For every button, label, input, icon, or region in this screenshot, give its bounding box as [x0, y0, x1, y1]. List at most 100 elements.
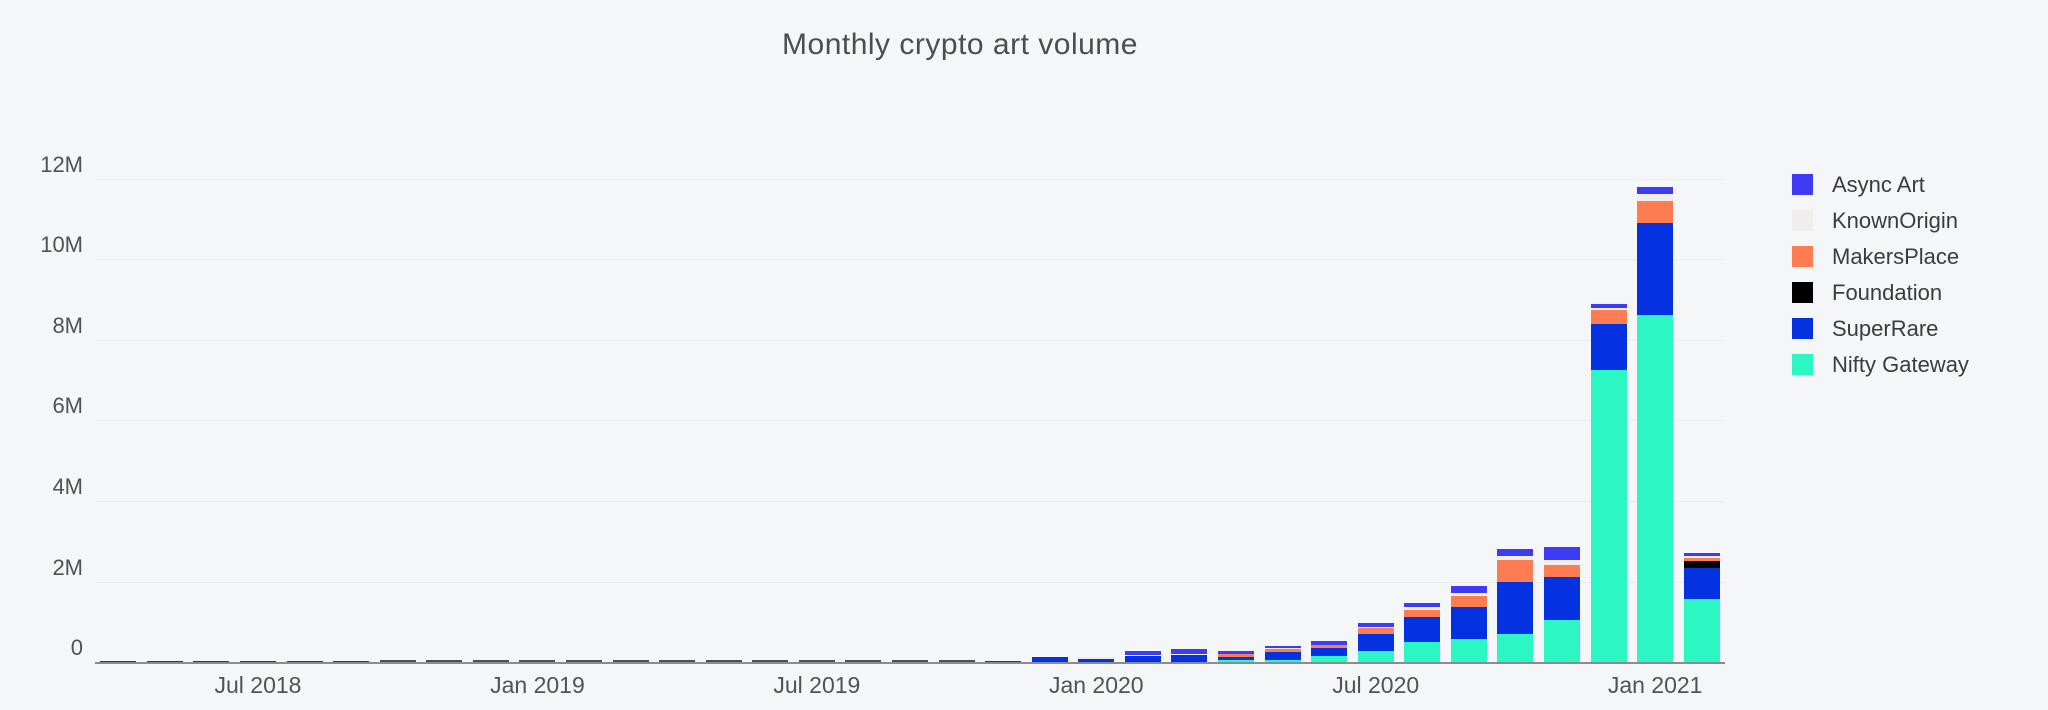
legend-item-foundation[interactable]: Foundation [1792, 280, 1969, 305]
bar-dec-2020 [1590, 303, 1627, 663]
bar-may-2020 [1264, 645, 1301, 663]
bar-jun-2020 [1311, 641, 1348, 663]
bar-segment-async-art [1171, 649, 1208, 654]
bar-segment-async-art [1590, 303, 1627, 308]
bar-segment-tiny [705, 660, 742, 662]
bar-apr-2020 [1218, 651, 1254, 663]
bar-segment-async-art [1683, 553, 1720, 557]
legend-swatch-icon [1792, 318, 1813, 339]
bar-jul-2018 [240, 660, 276, 663]
bar-segment-superrare [1031, 656, 1068, 663]
bar-segment-nifty-gateway [1683, 599, 1720, 663]
bar-segment-tiny [659, 660, 696, 662]
legend-label: KnownOrigin [1832, 207, 1958, 233]
bar-segment-superrare [1544, 576, 1580, 620]
legend-swatch-icon [1792, 354, 1813, 375]
bar-segment-knownorigin [1683, 556, 1720, 558]
legend-item-makersplace[interactable]: MakersPlace [1792, 244, 1969, 269]
bar-segment-async-art [1218, 651, 1254, 655]
legend-label: Async Art [1832, 171, 1925, 197]
bar-mar-2020 [1171, 649, 1208, 663]
bar-segment-async-art [1450, 585, 1487, 593]
bar-segment-makersplace [1311, 644, 1348, 648]
bar-segment-nifty-gateway [1450, 639, 1487, 663]
bar-nov-2018 [426, 660, 463, 663]
bar-segment-knownorigin [1357, 627, 1394, 628]
bar-segment-nifty-gateway [1357, 650, 1394, 663]
bar-segment-tiny [938, 660, 975, 662]
bar-dec-2019 [1031, 656, 1068, 663]
x-axis-tick-label: Jul 2018 [214, 672, 302, 698]
bar-segment-superrare [240, 660, 276, 663]
bar-segment-foundation [1683, 560, 1720, 569]
legend-item-nifty-gateway[interactable]: Nifty Gateway [1792, 352, 1969, 377]
bar-segment-superrare [1124, 656, 1161, 663]
bar-segment-superrare [1590, 323, 1627, 370]
legend-swatch-icon [1792, 246, 1813, 267]
bar-segment-knownorigin [1544, 560, 1580, 565]
y-axis-tick-label: 0 [70, 635, 83, 660]
bar-segment-superrare [1357, 634, 1394, 651]
bar-jan-2021 [1637, 187, 1674, 663]
bar-segment-makersplace [1450, 595, 1487, 608]
chart-title: Monthly crypto art volume [782, 28, 1138, 61]
bar-segment-superrare [1404, 616, 1441, 643]
bar-segment-superrare [1311, 647, 1348, 656]
bar-segment-tiny [519, 660, 556, 662]
bar-segment-makersplace [1683, 557, 1720, 561]
bar-segment-knownorigin [1404, 607, 1441, 611]
bar-segment-makersplace [1404, 610, 1441, 617]
bar-segment-knownorigin [1637, 194, 1674, 201]
gridline [95, 259, 1725, 261]
bar-segment-nifty-gateway [1218, 660, 1254, 663]
bar-segment-knownorigin [1264, 648, 1301, 650]
legend-item-knownorigin[interactable]: KnownOrigin [1792, 208, 1969, 233]
legend-label: MakersPlace [1832, 243, 1960, 269]
legend-swatch-icon [1792, 174, 1813, 195]
bar-segment-nifty-gateway [1264, 660, 1301, 663]
bar-segment-tiny [798, 660, 835, 662]
y-axis-tick-label: 8M [52, 312, 83, 338]
y-axis-tick-label: 6M [52, 393, 83, 419]
bar-segment-nifty-gateway [1544, 619, 1580, 663]
bar-oct-2019 [938, 660, 975, 663]
bar-segment-knownorigin [1171, 653, 1208, 655]
gridline [95, 339, 1725, 341]
bar-jan-2019 [519, 660, 556, 663]
legend-swatch-icon [1792, 282, 1813, 303]
x-axis-tick-label: Jul 2020 [1332, 672, 1420, 698]
bar-segment-nifty-gateway [1637, 315, 1674, 663]
bar-segment-tiny [379, 660, 416, 662]
bar-segment-makersplace [1357, 628, 1394, 635]
gridline [95, 581, 1725, 583]
bar-segment-async-art [1637, 187, 1674, 195]
bar-jun-2019 [752, 660, 789, 663]
bar-segment-makersplace [1544, 564, 1580, 577]
bar-segment-nifty-gateway [1497, 634, 1534, 663]
bar-feb-2019 [566, 660, 602, 663]
bar-segment-superrare [1078, 658, 1115, 663]
bar-segment-knownorigin [1497, 556, 1534, 560]
legend-label: SuperRare [1832, 315, 1939, 341]
bar-nov-2020 [1544, 547, 1580, 663]
bar-may-2019 [705, 660, 742, 663]
bar-aug-2020 [1404, 602, 1441, 663]
bar-segment-makersplace [1264, 649, 1301, 652]
bar-segment-nifty-gateway [1404, 642, 1441, 663]
legend: Async Art KnownOrigin MakersPlace Foundatio… [1792, 172, 1969, 388]
bar-sep-2019 [892, 660, 928, 663]
legend-item-async-art[interactable]: Async Art [1792, 172, 1969, 197]
legend-item-superrare[interactable]: SuperRare [1792, 316, 1969, 341]
y-axis-tick-label: 10M [40, 232, 83, 258]
bar-segment-tiny [426, 660, 463, 662]
bar-segment-tiny [566, 660, 602, 662]
bar-segment-superrare [1218, 656, 1254, 661]
bar-jul-2019 [798, 660, 835, 663]
x-axis-tick-label: Jan 2019 [490, 672, 585, 698]
bar-segment-async-art [1311, 641, 1348, 645]
bar-oct-2020 [1497, 548, 1534, 663]
bar-dec-2018 [472, 660, 509, 663]
legend-swatch-icon [1792, 210, 1813, 231]
y-axis-tick-label: 2M [52, 554, 83, 580]
bar-segment-makersplace [1590, 310, 1627, 324]
